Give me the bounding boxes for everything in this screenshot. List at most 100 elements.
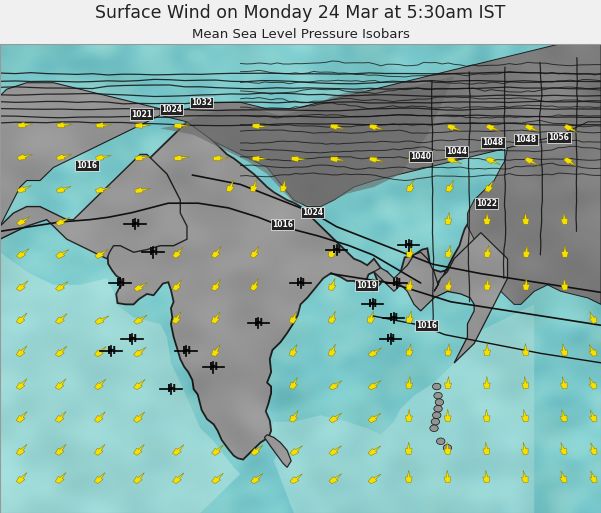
Polygon shape [0, 83, 160, 226]
Polygon shape [523, 245, 530, 258]
Polygon shape [447, 124, 462, 131]
Polygon shape [212, 345, 220, 357]
Polygon shape [96, 123, 112, 128]
Polygon shape [56, 218, 70, 226]
Polygon shape [172, 445, 184, 456]
Polygon shape [483, 442, 490, 455]
Polygon shape [55, 472, 66, 483]
Polygon shape [368, 348, 382, 357]
Text: 1032: 1032 [191, 98, 212, 107]
Polygon shape [172, 280, 182, 291]
Polygon shape [445, 377, 451, 389]
Polygon shape [329, 413, 342, 423]
Polygon shape [446, 180, 454, 192]
Text: 1040: 1040 [410, 152, 431, 161]
Polygon shape [589, 377, 597, 389]
Circle shape [433, 383, 441, 390]
Polygon shape [290, 474, 302, 484]
Polygon shape [135, 187, 150, 193]
Polygon shape [589, 344, 597, 357]
Polygon shape [406, 409, 412, 422]
Text: H: H [106, 346, 116, 356]
Text: H: H [332, 245, 341, 255]
Polygon shape [406, 245, 413, 258]
Polygon shape [212, 445, 224, 456]
Polygon shape [56, 154, 72, 160]
Polygon shape [484, 212, 490, 224]
Circle shape [433, 412, 441, 419]
Polygon shape [55, 282, 68, 291]
Polygon shape [329, 311, 336, 323]
Polygon shape [264, 435, 291, 467]
Polygon shape [17, 216, 30, 226]
Polygon shape [564, 124, 578, 133]
Polygon shape [329, 474, 341, 484]
Polygon shape [590, 311, 597, 324]
Text: H: H [368, 299, 377, 309]
Text: 1048: 1048 [482, 137, 504, 147]
Polygon shape [560, 377, 567, 389]
Text: 1044: 1044 [447, 147, 467, 156]
Polygon shape [250, 180, 258, 192]
Text: H: H [166, 384, 176, 393]
Text: H: H [130, 220, 140, 229]
Polygon shape [368, 381, 381, 390]
Polygon shape [174, 123, 190, 128]
Text: 1016: 1016 [272, 220, 293, 229]
Polygon shape [212, 279, 221, 291]
Polygon shape [468, 122, 601, 304]
Polygon shape [444, 409, 451, 422]
Polygon shape [368, 474, 381, 484]
Polygon shape [445, 245, 453, 258]
Text: H: H [404, 241, 413, 250]
Polygon shape [329, 344, 336, 357]
Polygon shape [367, 278, 374, 290]
Circle shape [435, 399, 444, 405]
Polygon shape [445, 212, 452, 225]
Polygon shape [291, 156, 307, 162]
Polygon shape [133, 379, 145, 390]
Polygon shape [135, 123, 151, 128]
Polygon shape [94, 444, 105, 456]
Polygon shape [522, 212, 529, 224]
Polygon shape [328, 245, 336, 258]
Text: H: H [148, 247, 158, 258]
Text: 1024: 1024 [302, 208, 323, 217]
Circle shape [434, 405, 442, 412]
Polygon shape [16, 346, 27, 357]
Circle shape [431, 419, 439, 425]
Polygon shape [521, 442, 528, 455]
Polygon shape [408, 157, 423, 163]
Polygon shape [134, 315, 147, 324]
Polygon shape [290, 446, 302, 456]
Polygon shape [134, 283, 147, 291]
Polygon shape [561, 245, 569, 257]
Polygon shape [55, 444, 66, 456]
Polygon shape [267, 304, 534, 513]
Polygon shape [590, 410, 597, 422]
Polygon shape [483, 377, 490, 389]
Polygon shape [133, 412, 145, 423]
Polygon shape [95, 249, 108, 259]
Polygon shape [484, 278, 491, 290]
Polygon shape [16, 313, 27, 324]
Polygon shape [590, 471, 597, 483]
Polygon shape [94, 346, 106, 357]
Polygon shape [96, 187, 111, 193]
Polygon shape [251, 246, 259, 258]
Text: 1016: 1016 [77, 161, 97, 170]
Polygon shape [561, 212, 568, 225]
Polygon shape [251, 445, 263, 456]
Polygon shape [368, 413, 381, 423]
Text: Mean Sea Level Pressure Isobars: Mean Sea Level Pressure Isobars [192, 28, 409, 41]
Polygon shape [590, 443, 597, 455]
Text: 1021: 1021 [131, 109, 151, 119]
Polygon shape [213, 155, 229, 161]
Polygon shape [290, 344, 297, 357]
Text: H: H [296, 278, 305, 288]
Polygon shape [406, 278, 413, 290]
Polygon shape [174, 155, 190, 161]
Polygon shape [405, 470, 412, 483]
Polygon shape [212, 473, 224, 484]
Polygon shape [369, 124, 384, 130]
